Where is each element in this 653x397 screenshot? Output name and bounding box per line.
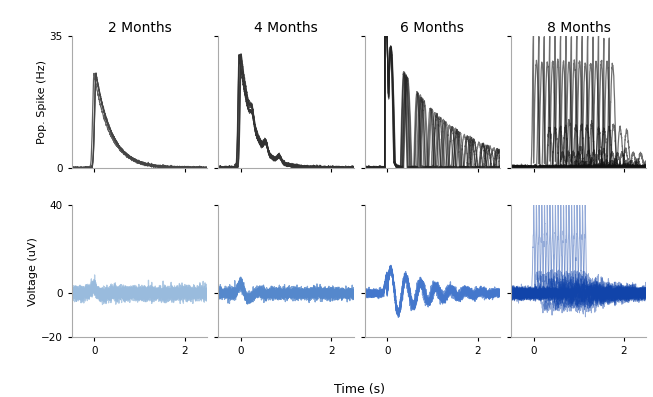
Y-axis label: Pop. Spike (Hz): Pop. Spike (Hz) <box>37 60 47 144</box>
Title: 8 Months: 8 Months <box>547 21 611 35</box>
Title: 4 Months: 4 Months <box>254 21 318 35</box>
Y-axis label: Voltage (uV): Voltage (uV) <box>28 237 38 306</box>
Title: 2 Months: 2 Months <box>108 21 172 35</box>
Text: Time (s): Time (s) <box>334 383 385 396</box>
Title: 6 Months: 6 Months <box>400 21 464 35</box>
